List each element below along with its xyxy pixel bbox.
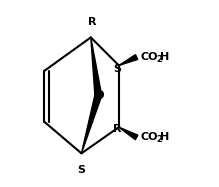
Polygon shape	[119, 127, 138, 140]
Text: O: O	[93, 89, 104, 102]
Polygon shape	[91, 37, 102, 96]
Text: 2: 2	[156, 135, 162, 144]
Text: CO: CO	[140, 52, 158, 62]
Text: S: S	[78, 165, 85, 175]
Polygon shape	[119, 55, 138, 65]
Text: O: O	[93, 89, 104, 102]
Text: CO: CO	[140, 132, 158, 142]
Text: H: H	[160, 52, 169, 62]
Text: R: R	[88, 17, 97, 27]
Text: S: S	[113, 64, 121, 74]
Text: H: H	[160, 132, 169, 142]
Polygon shape	[81, 94, 102, 153]
Text: 2: 2	[156, 55, 162, 64]
Text: R: R	[113, 124, 122, 134]
